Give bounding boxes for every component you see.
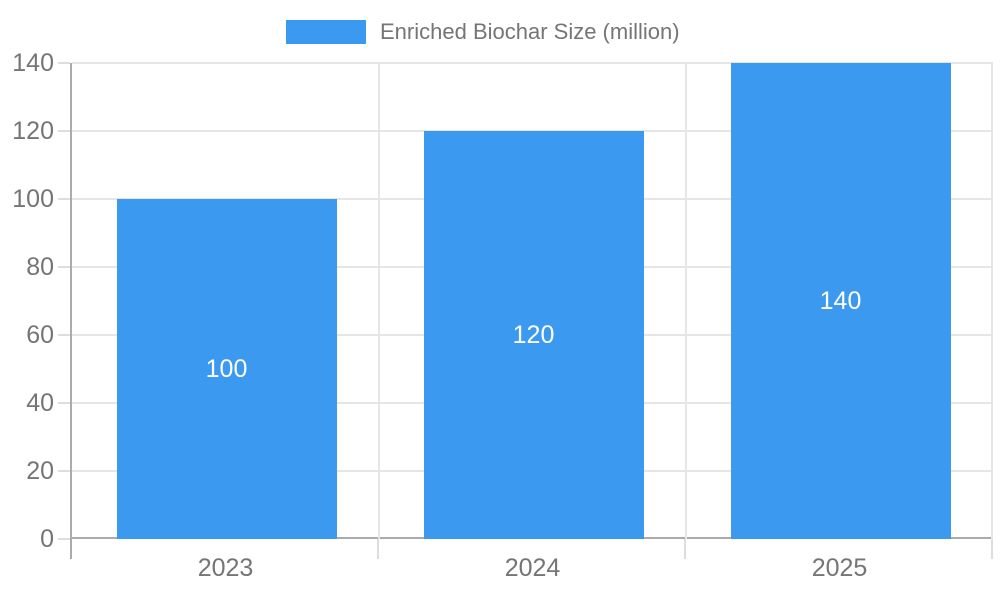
- bar-value-label: 100: [205, 355, 248, 383]
- y-axis-tick-label: 0: [40, 525, 54, 553]
- legend-swatch: [286, 20, 366, 44]
- plot-area: 0 20 40 60 80 100 120 140 100 2023 120 2024 140 2025: [12, 49, 993, 582]
- x-gridline: [685, 63, 687, 539]
- plot-right-border: [991, 63, 993, 539]
- x-axis-tick-label: 2024: [504, 554, 561, 582]
- legend-item[interactable]: Enriched Biochar Size (million): [286, 20, 680, 44]
- bar-value-label: 140: [819, 287, 862, 315]
- y-axis-tick-label: 60: [26, 321, 54, 349]
- bar-2023[interactable]: [116, 199, 337, 539]
- x-axis-tick: [377, 539, 379, 559]
- y-axis-tick-label: 40: [26, 389, 54, 417]
- legend-label: Enriched Biochar Size (million): [380, 19, 680, 44]
- y-axis-tick-label: 20: [26, 457, 54, 485]
- y-gridline: [72, 62, 993, 64]
- y-axis-tick-label: 100: [12, 185, 54, 213]
- y-axis-tick: [58, 334, 70, 336]
- bar-2025[interactable]: [730, 63, 951, 539]
- y-axis-tick: [58, 62, 70, 64]
- x-axis-tick-label: 2023: [197, 554, 254, 582]
- bar-2024[interactable]: [423, 131, 644, 539]
- y-axis-tick-label: 120: [12, 117, 54, 145]
- y-axis-tick: [58, 538, 70, 540]
- y-axis-tick: [58, 198, 70, 200]
- bar-value-label: 120: [512, 321, 555, 349]
- x-gridline: [378, 63, 380, 539]
- y-axis-tick: [58, 470, 70, 472]
- y-axis-tick: [58, 402, 70, 404]
- y-axis-tick: [58, 266, 70, 268]
- x-axis-tick: [684, 539, 686, 559]
- x-axis-tick-label: 2025: [811, 554, 868, 582]
- y-axis-tick-label: 140: [12, 49, 54, 77]
- y-axis-tick: [58, 130, 70, 132]
- x-axis-tick: [991, 539, 993, 559]
- y-axis-tick-label: 80: [26, 253, 54, 281]
- y-axis-line: [70, 63, 72, 559]
